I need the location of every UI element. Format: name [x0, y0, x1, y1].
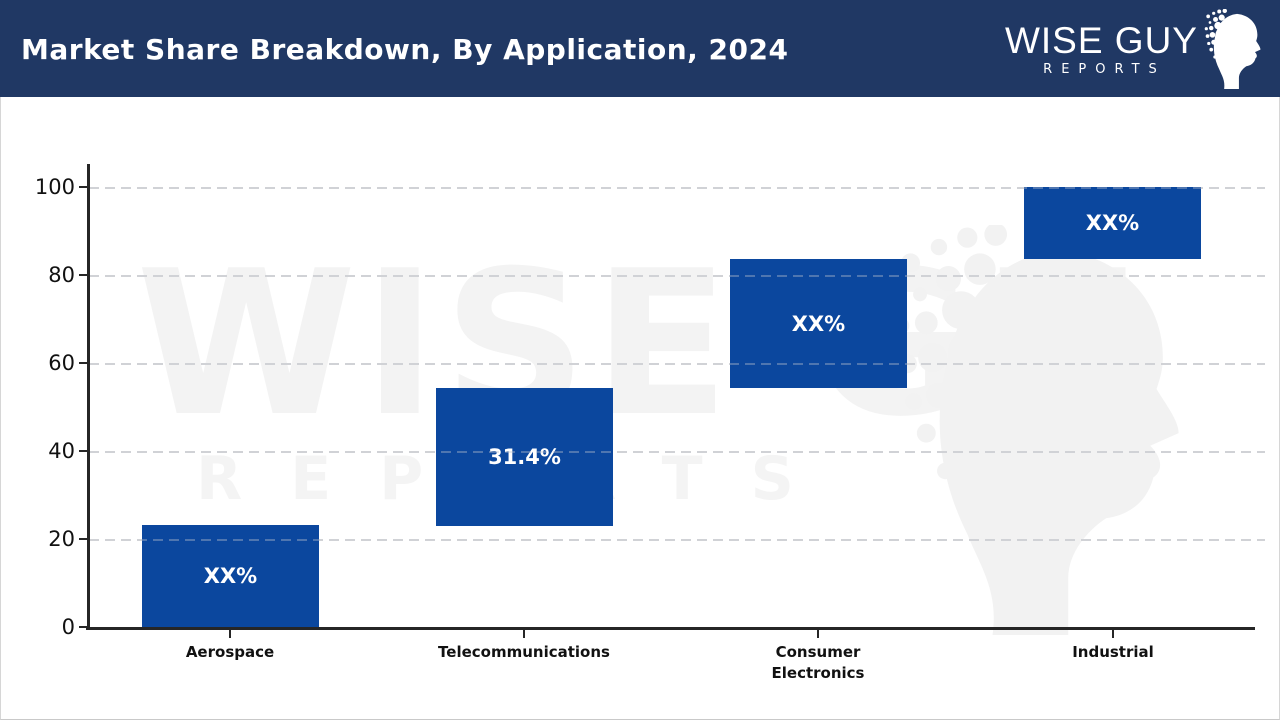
bar-telecommunications: 31.4% [436, 388, 613, 526]
wiseguy-head-icon [1204, 9, 1261, 89]
y-axis-line [87, 164, 90, 630]
x-category-label: Consumer Electronics [771, 643, 865, 682]
gridline-40 [89, 451, 1265, 453]
x-category-label: Aerospace [185, 643, 275, 661]
bar-consumer-electronics: XX% [730, 259, 907, 388]
y-tick [79, 538, 88, 540]
brand-subtitle: REPORTS [1043, 62, 1166, 77]
y-tick-label: 80 [48, 263, 75, 287]
y-tick-label: 100 [34, 175, 75, 199]
x-category-label: Industrial [1072, 643, 1154, 661]
bar-value-label: XX% [1085, 211, 1140, 235]
brand-name: WISE GUY [1004, 20, 1198, 61]
x-category-label: Telecommunications [438, 643, 610, 661]
x-axis-line [86, 627, 1255, 630]
header-bar: Market Share Breakdown, By Application, … [0, 0, 1280, 97]
x-tick [523, 630, 525, 638]
y-tick-label: 40 [48, 439, 75, 463]
x-tick [1112, 630, 1114, 638]
brand-logo: WISE GUY REPORTS [1005, 6, 1268, 92]
gridline-overlay-60 [89, 363, 1265, 365]
x-tick [817, 630, 819, 638]
bar-aerospace: XX% [142, 525, 319, 627]
gridline-overlay-100 [89, 187, 1265, 189]
y-tick [79, 362, 88, 364]
y-tick [79, 274, 88, 276]
chart-plot-area: WISE GU REPORTS XX% 31.4% [1, 97, 1280, 720]
brand-logo-text: WISE GUY REPORTS [1004, 20, 1198, 78]
gridline-60 [89, 363, 1265, 365]
y-tick [79, 450, 88, 452]
watermark-head-icon [892, 225, 1179, 635]
gridline-overlay-80 [89, 275, 1265, 277]
gridline-overlay-40 [89, 451, 1265, 453]
gridline-80 [89, 275, 1265, 277]
gridline-overlay-20 [89, 539, 1265, 541]
x-tick [229, 630, 231, 638]
gridline-100 [89, 187, 1265, 189]
bar-value-label: 31.4% [488, 445, 561, 469]
bar-value-label: XX% [791, 311, 846, 336]
y-tick-label: 20 [48, 527, 75, 551]
y-tick [79, 186, 88, 188]
y-tick-label: 60 [48, 351, 75, 375]
bar-value-label: XX% [203, 564, 258, 588]
bar-industrial: XX% [1024, 187, 1201, 259]
page-title: Market Share Breakdown, By Application, … [21, 33, 789, 66]
y-tick-label: 0 [61, 615, 75, 639]
gridline-20 [89, 539, 1265, 541]
y-tick [79, 626, 88, 628]
